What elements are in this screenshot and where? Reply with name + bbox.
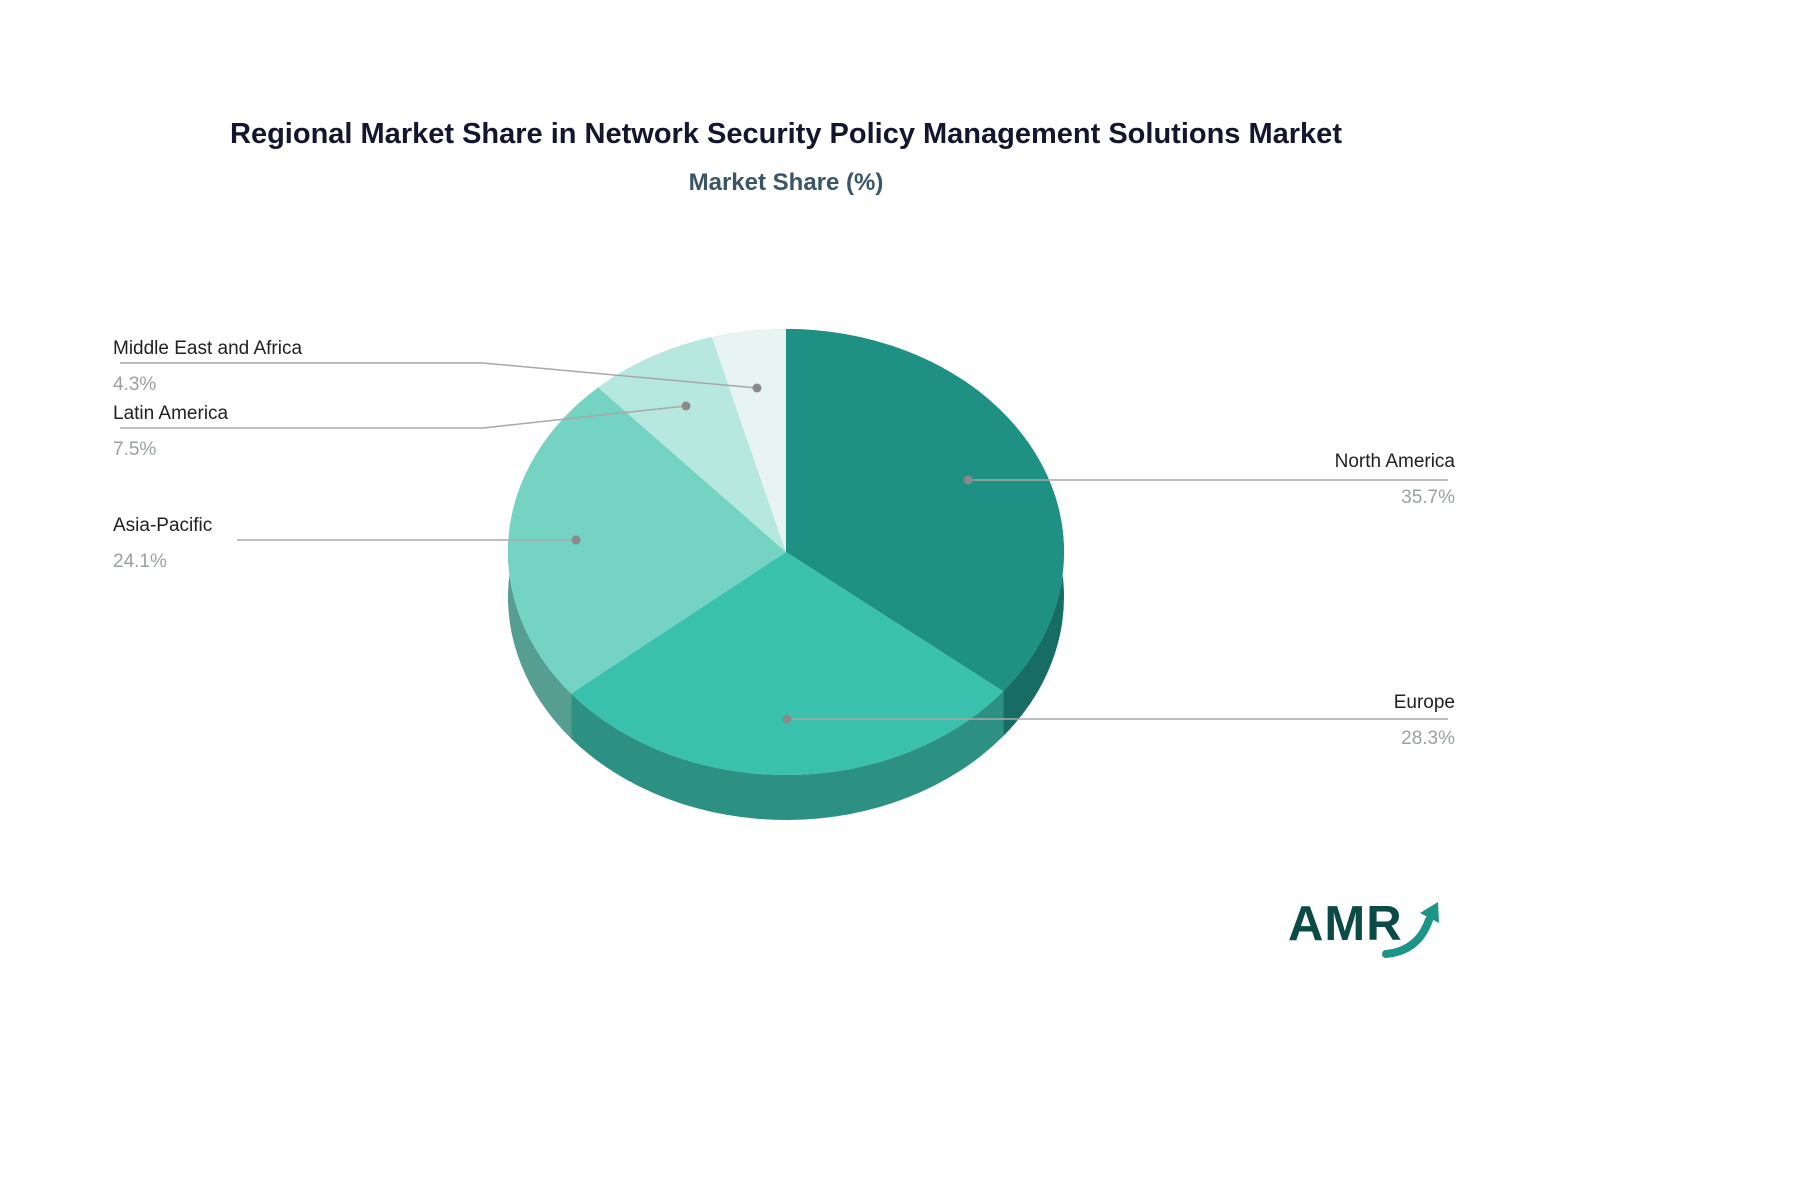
slice-name: Latin America	[113, 403, 229, 424]
slice-label-north-america: North America 35.7%	[1335, 450, 1455, 509]
slice-value: 24.1%	[113, 551, 167, 572]
leader-dot-north-america	[963, 475, 973, 485]
leader-line-latin-america	[120, 405, 687, 429]
leader-line-middle-east-and-africa	[120, 362, 758, 389]
slice-value: 35.7%	[1401, 487, 1455, 508]
slice-value: 28.3%	[1401, 728, 1455, 749]
slice-label-latin-america: Latin America 7.5%	[113, 402, 228, 461]
pie-slice-latin-america[interactable]	[598, 337, 786, 552]
leader-dot-latin-america	[681, 401, 691, 411]
slice-label-middle-east-and-africa: Middle East and Africa 4.3%	[113, 337, 302, 396]
slice-name: Asia-Pacific	[113, 515, 213, 536]
leader-dot-europe	[782, 714, 792, 724]
slice-value: 7.5%	[113, 439, 157, 460]
pie-slice-asia-pacific[interactable]	[507, 387, 786, 694]
leader-dot-middle-east-and-africa	[752, 383, 762, 393]
pie-slice-middle-east-and-africa[interactable]	[711, 329, 786, 552]
amr-logo: AMR	[1288, 896, 1458, 976]
chart-title: Regional Market Share in Network Securit…	[230, 118, 1342, 150]
slice-label-asia-pacific: Asia-Pacific 24.1%	[113, 514, 212, 573]
leader-dot-asia-pacific	[571, 535, 581, 545]
slice-label-europe: Europe 28.3%	[1394, 691, 1455, 750]
slice-name: Europe	[1393, 692, 1455, 713]
chart-subtitle: Market Share (%)	[688, 169, 884, 196]
slice-name: North America	[1334, 451, 1455, 472]
amr-logo-text: AMR	[1288, 897, 1403, 951]
slice-value: 4.3%	[113, 374, 157, 395]
pie-slice-side-europe	[571, 691, 1004, 821]
trend-arrow-icon	[1382, 902, 1439, 958]
slice-name: Middle East and Africa	[113, 338, 303, 359]
pie-slice-north-america[interactable]	[786, 329, 1065, 692]
